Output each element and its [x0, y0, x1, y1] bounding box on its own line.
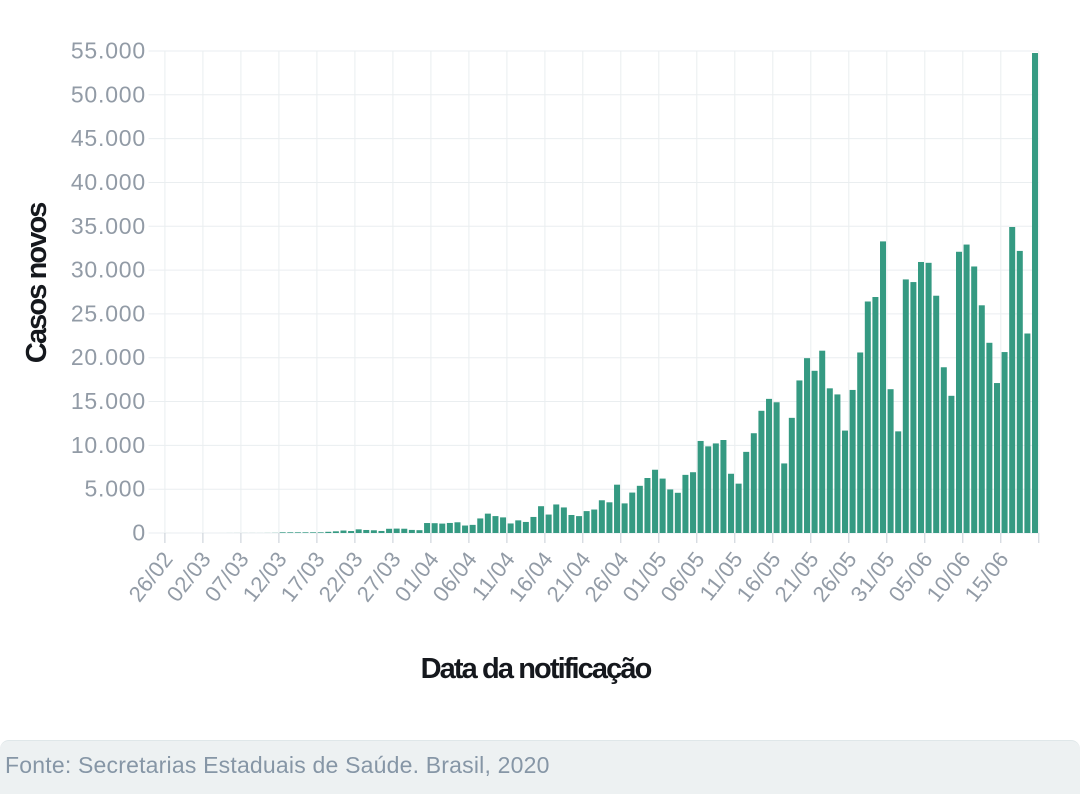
svg-text:Data da notificação: Data da notificação: [421, 653, 652, 685]
svg-text:30.000: 30.000: [71, 257, 146, 283]
svg-text:Casos novos: Casos novos: [21, 203, 53, 363]
svg-text:15.000: 15.000: [71, 388, 146, 414]
svg-text:06/04: 06/04: [428, 547, 482, 607]
svg-text:5.000: 5.000: [84, 476, 146, 502]
svg-text:0: 0: [132, 520, 146, 546]
svg-text:25.000: 25.000: [71, 300, 146, 326]
svg-text:35.000: 35.000: [71, 213, 146, 239]
svg-text:50.000: 50.000: [71, 81, 146, 107]
svg-text:55.000: 55.000: [71, 38, 146, 64]
svg-text:10.000: 10.000: [71, 432, 146, 458]
svg-text:40.000: 40.000: [71, 169, 146, 195]
svg-text:45.000: 45.000: [71, 125, 146, 151]
svg-text:06/05: 06/05: [656, 547, 710, 607]
svg-text:15/06: 15/06: [960, 547, 1014, 607]
svg-text:20.000: 20.000: [71, 344, 146, 370]
